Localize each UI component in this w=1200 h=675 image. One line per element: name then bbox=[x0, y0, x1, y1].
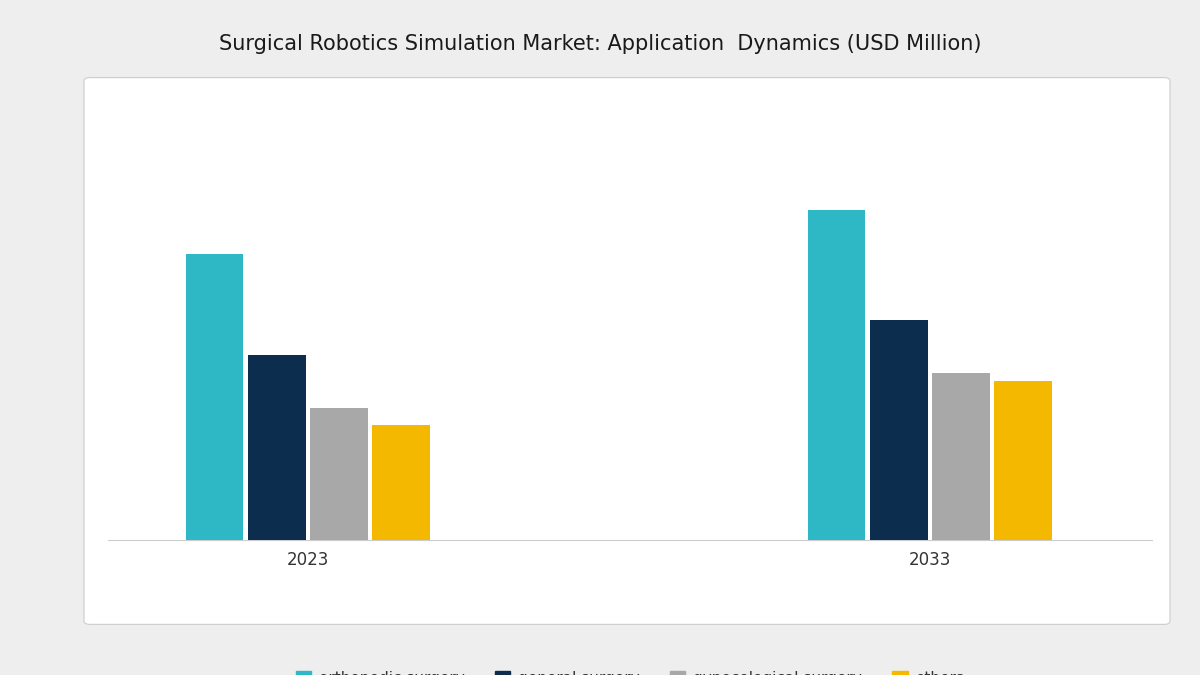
Bar bbox=[372, 425, 430, 540]
Bar bbox=[310, 408, 368, 540]
Bar bbox=[248, 355, 306, 540]
Bar bbox=[932, 373, 990, 540]
Bar bbox=[186, 254, 244, 540]
Text: Surgical Robotics Simulation Market: Application  Dynamics (USD Million): Surgical Robotics Simulation Market: App… bbox=[218, 34, 982, 54]
Bar bbox=[808, 210, 865, 540]
Bar bbox=[995, 381, 1052, 540]
Legend: orthopedic surgery, general surgery, gynecological surgery, others: orthopedic surgery, general surgery, gyn… bbox=[289, 665, 971, 675]
Bar bbox=[870, 320, 928, 540]
